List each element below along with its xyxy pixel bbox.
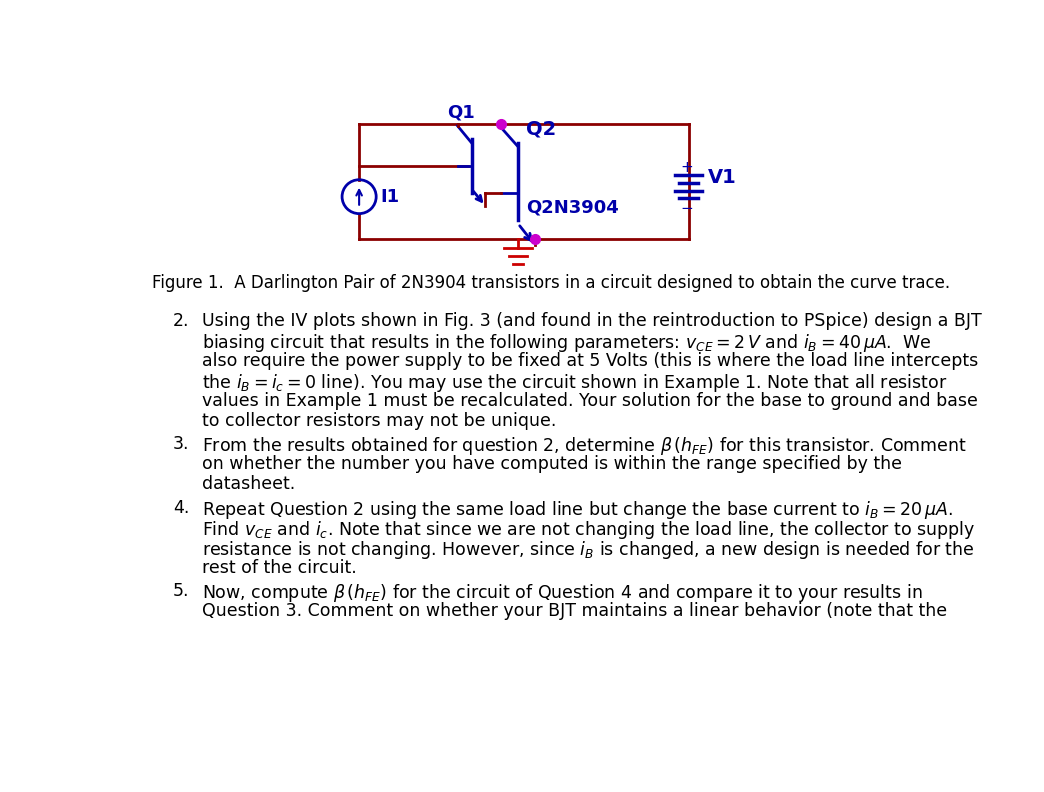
Text: 5.: 5. bbox=[173, 581, 190, 600]
Text: resistance is not changing. However, since $i_B$ is changed, a new design is nee: resistance is not changing. However, sin… bbox=[201, 539, 974, 561]
Text: Q2: Q2 bbox=[526, 120, 556, 139]
Text: the $i_B = i_c = 0$ line). You may use the circuit shown in Example 1. Note that: the $i_B = i_c = 0$ line). You may use t… bbox=[201, 372, 947, 394]
Text: I1: I1 bbox=[380, 188, 399, 206]
Text: From the results obtained for question 2, determine $\beta\,(h_{FE})$ for this t: From the results obtained for question 2… bbox=[201, 436, 967, 457]
Text: V1: V1 bbox=[708, 168, 737, 187]
Text: 2.: 2. bbox=[173, 312, 190, 330]
Text: on whether the number you have computed is within the range specified by the: on whether the number you have computed … bbox=[201, 455, 902, 474]
Text: Using the IV plots shown in Fig. 3 (and found in the reintroduction to PSpice) d: Using the IV plots shown in Fig. 3 (and … bbox=[201, 312, 981, 330]
Text: biasing circuit that results in the following parameters: $v_{CE} = 2\,V$ and $i: biasing circuit that results in the foll… bbox=[201, 332, 931, 354]
Text: Figure 1.  A Darlington Pair of 2N3904 transistors in a circuit designed to obta: Figure 1. A Darlington Pair of 2N3904 tr… bbox=[152, 274, 950, 291]
Text: 3.: 3. bbox=[173, 436, 190, 453]
Text: to collector resistors may not be unique.: to collector resistors may not be unique… bbox=[201, 413, 556, 430]
Text: Find $v_{CE}$ and $i_c$. Note that since we are not changing the load line, the : Find $v_{CE}$ and $i_c$. Note that since… bbox=[201, 519, 975, 540]
Text: rest of the circuit.: rest of the circuit. bbox=[201, 558, 357, 577]
Text: 4.: 4. bbox=[173, 498, 190, 516]
Text: Q1: Q1 bbox=[447, 103, 474, 121]
Text: datasheet.: datasheet. bbox=[201, 475, 295, 493]
Text: Now, compute $\beta\,(h_{FE})$ for the circuit of Question 4 and compare it to y: Now, compute $\beta\,(h_{FE})$ for the c… bbox=[201, 581, 922, 604]
Text: also require the power supply to be fixed at 5 Volts (this is where the load lin: also require the power supply to be fixe… bbox=[201, 352, 978, 370]
Text: values in Example 1 must be recalculated. Your solution for the base to ground a: values in Example 1 must be recalculated… bbox=[201, 392, 977, 410]
Text: Q2N3904: Q2N3904 bbox=[526, 199, 618, 217]
Text: +: + bbox=[681, 160, 693, 175]
Text: Question 3. Comment on whether your BJT maintains a linear behavior (note that t: Question 3. Comment on whether your BJT … bbox=[201, 602, 947, 619]
Text: −: − bbox=[681, 200, 693, 215]
Text: Repeat Question 2 using the same load line but change the base current to $i_B =: Repeat Question 2 using the same load li… bbox=[201, 498, 953, 520]
